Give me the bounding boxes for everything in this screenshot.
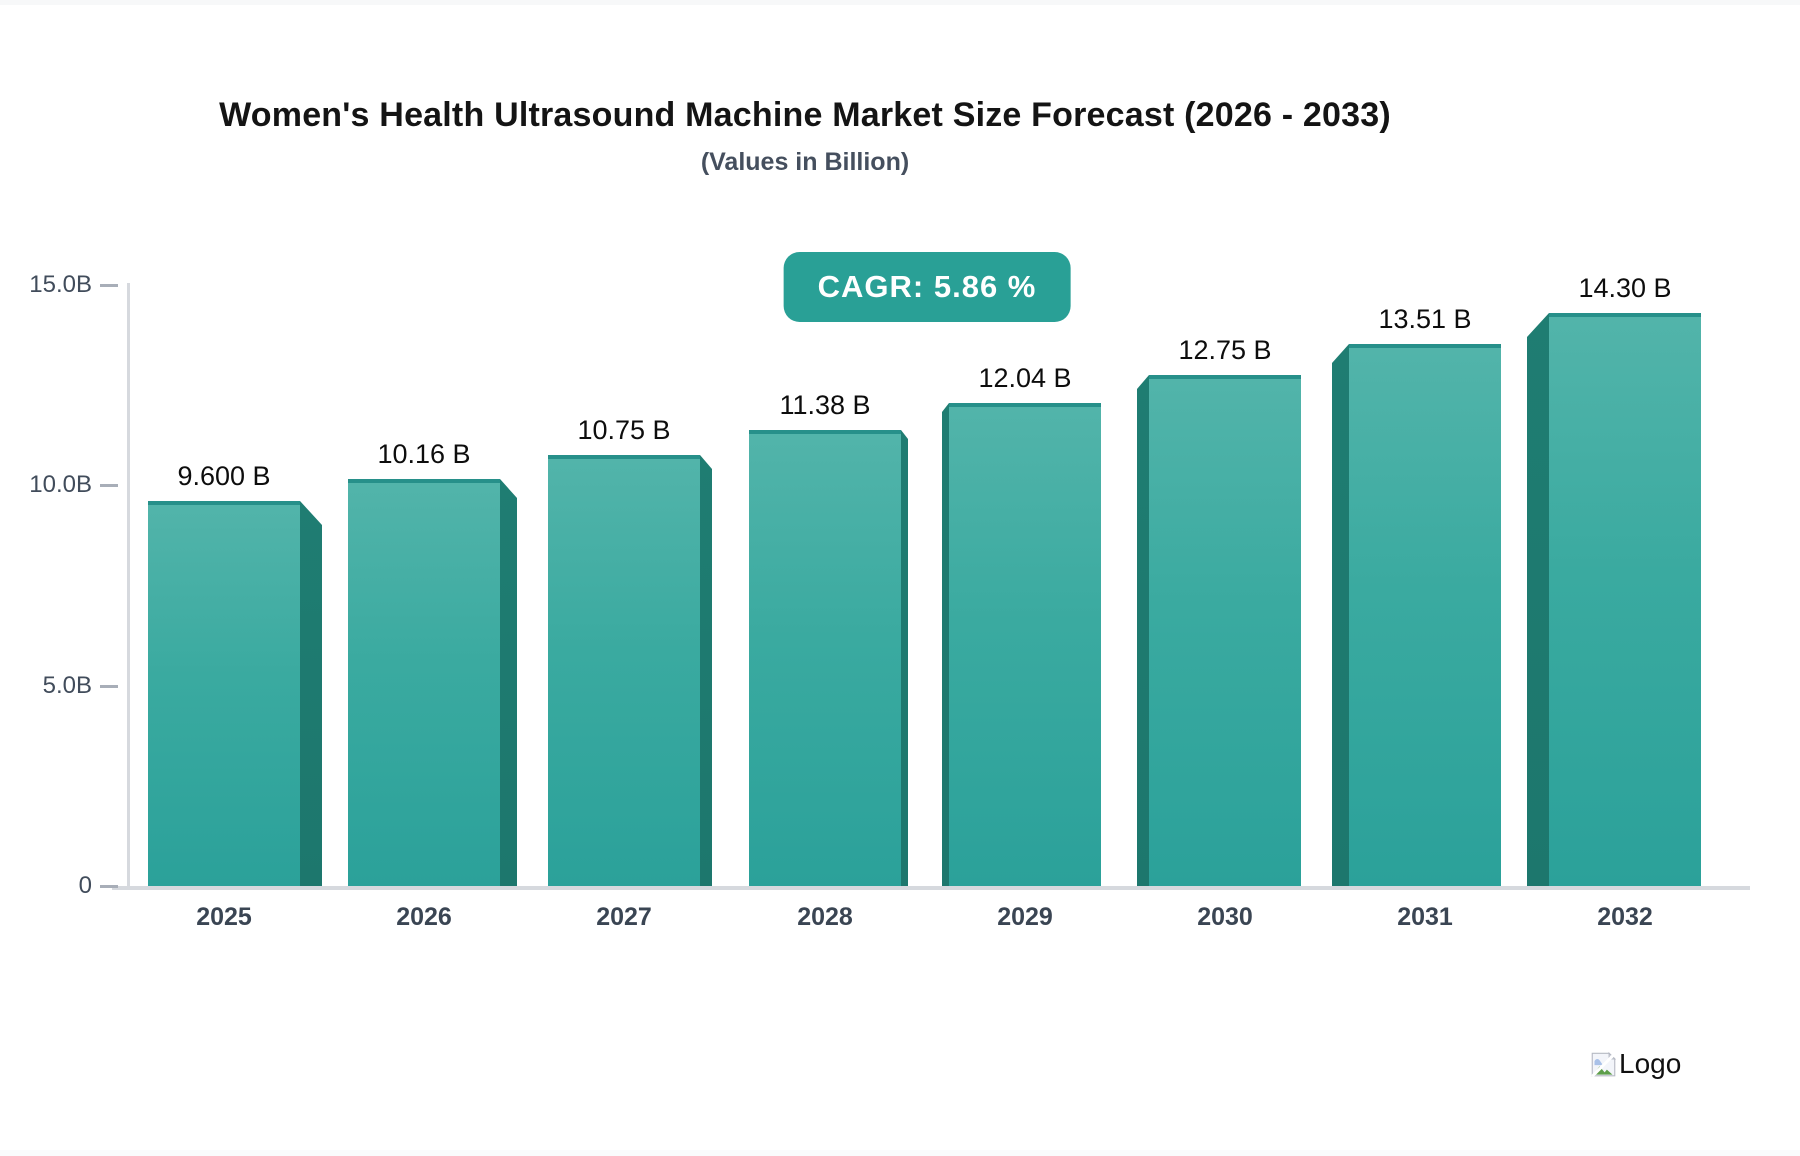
chart-title: Women's Health Ultrasound Machine Market… bbox=[219, 96, 1391, 134]
y-tick-mark bbox=[100, 685, 118, 688]
logo: Logo bbox=[1590, 1048, 1681, 1080]
bar-2029-side bbox=[942, 403, 949, 886]
broken-image-icon bbox=[1591, 1051, 1617, 1077]
bar-value-label: 10.16 B bbox=[377, 439, 471, 469]
bar-2031-side bbox=[1332, 344, 1349, 886]
bar-2026[interactable] bbox=[348, 479, 500, 886]
y-tick-mark bbox=[100, 885, 118, 888]
bar-value-label: 13.51 B bbox=[1378, 304, 1472, 334]
bar-2032-side bbox=[1527, 313, 1549, 886]
page-top-edge bbox=[0, 0, 1800, 5]
bar-2030[interactable] bbox=[1149, 375, 1301, 886]
bar-2028[interactable] bbox=[749, 430, 901, 886]
bar-value-label: 11.38 B bbox=[779, 390, 871, 420]
bar-value-label: 14.30 B bbox=[1578, 273, 1672, 303]
x-axis-label-2026: 2026 bbox=[396, 903, 452, 931]
bar-2025[interactable] bbox=[148, 501, 300, 886]
bar-2027[interactable] bbox=[548, 455, 700, 886]
x-axis-label-2029: 2029 bbox=[997, 903, 1053, 931]
bar-2029[interactable] bbox=[949, 403, 1101, 886]
y-tick-label: 5.0B bbox=[42, 672, 92, 699]
bar-2028-side bbox=[901, 430, 908, 886]
page-bottom-edge bbox=[0, 1150, 1800, 1156]
x-axis-label-2028: 2028 bbox=[797, 903, 853, 931]
x-axis-line bbox=[112, 886, 1750, 890]
bar-2031[interactable] bbox=[1349, 344, 1501, 886]
y-tick-mark bbox=[100, 484, 118, 487]
x-axis-label-2032: 2032 bbox=[1597, 903, 1653, 931]
x-axis-label-2027: 2027 bbox=[596, 903, 652, 931]
y-tick-label: 0 bbox=[78, 872, 92, 899]
bar-2032[interactable] bbox=[1549, 313, 1701, 886]
x-axis-label-2025: 2025 bbox=[196, 903, 252, 931]
bar-2027-side bbox=[700, 455, 712, 886]
x-axis-label-2030: 2030 bbox=[1197, 903, 1253, 931]
bar-value-label: 10.75 B bbox=[577, 415, 671, 445]
bar-2025-side bbox=[300, 501, 322, 886]
y-tick-mark bbox=[100, 284, 118, 287]
bar-2030-side bbox=[1137, 375, 1149, 886]
logo-text: Logo bbox=[1619, 1048, 1682, 1079]
y-axis-line bbox=[127, 283, 130, 890]
bar-value-label: 12.04 B bbox=[978, 363, 1072, 393]
chart-subtitle: (Values in Billion) bbox=[700, 148, 910, 176]
bar-2026-side bbox=[500, 479, 517, 886]
x-axis-label-2031: 2031 bbox=[1397, 903, 1453, 931]
bar-value-label: 12.75 B bbox=[1178, 335, 1272, 365]
cagr-badge: CAGR: 5.86 % bbox=[783, 252, 1071, 322]
y-tick-label: 15.0B bbox=[29, 271, 92, 298]
y-tick-label: 10.0B bbox=[29, 471, 92, 498]
bar-value-label: 9.600 B bbox=[177, 461, 271, 491]
